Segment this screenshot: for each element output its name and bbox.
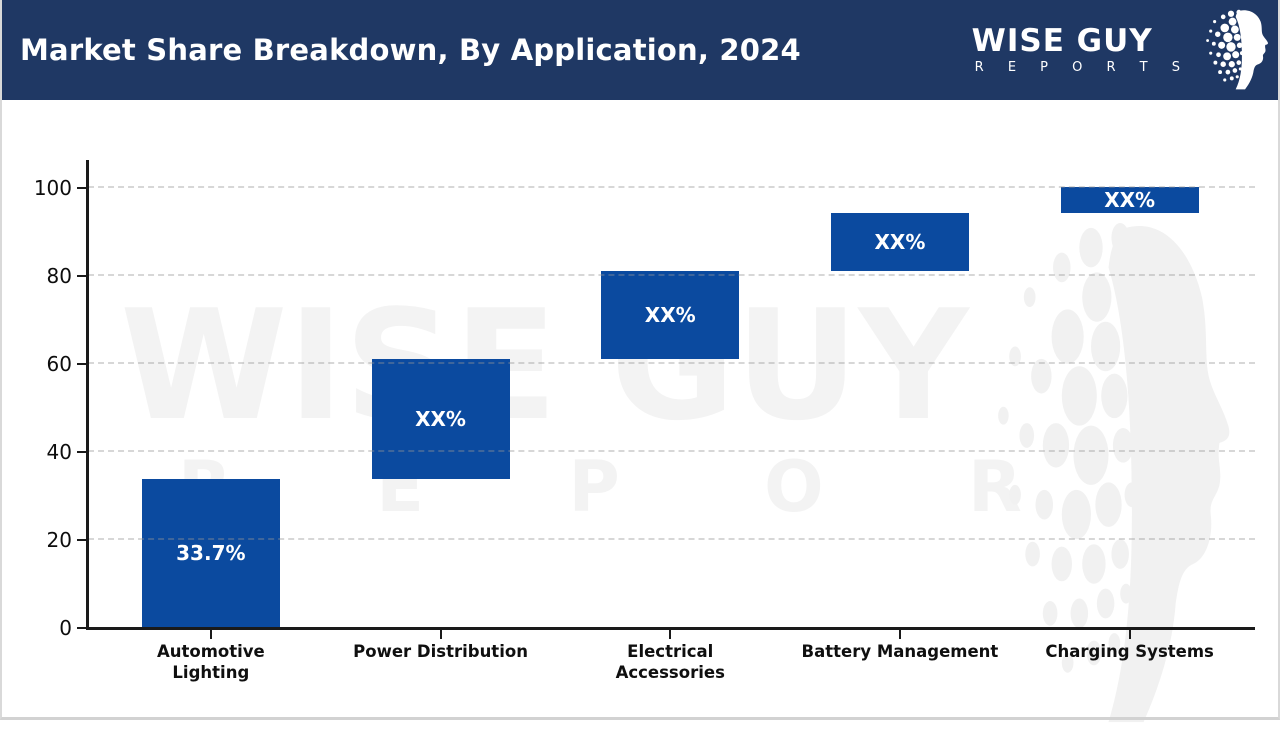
bar-segment: XX%: [371, 358, 510, 479]
y-tick-label: 60: [46, 352, 72, 376]
page-title: Market Share Breakdown, By Application, …: [20, 33, 801, 67]
brand-name: WISE GUY: [971, 22, 1153, 59]
y-tick-mark: [77, 275, 86, 277]
x-tick-mark: [209, 630, 212, 639]
x-tick-mark: [898, 630, 901, 639]
bar-value-label: XX%: [874, 229, 926, 254]
y-axis: [86, 160, 89, 630]
y-tick-mark: [77, 539, 86, 541]
header-bar: Market Share Breakdown, By Application, …: [0, 0, 1280, 100]
y-tick-mark: [77, 363, 86, 365]
gridline: [88, 450, 1255, 452]
gridline: [88, 362, 1255, 364]
brand-tagline: R E P O R T S: [974, 59, 1190, 75]
waterfall-chart: 0 20 40 60 80 100 33.7% Automotive Lighting XX% Po…: [0, 100, 1280, 720]
bar-value-label: XX%: [1104, 188, 1156, 213]
x-category-label: Battery Management: [801, 642, 999, 661]
bar-value-label: XX%: [415, 406, 466, 431]
x-tick-mark: [669, 630, 672, 639]
y-tick-label: 0: [59, 616, 72, 640]
brand-logo: WISE GUY R E P O R T S: [972, 9, 1270, 91]
x-category-label: Power Distribution: [353, 642, 528, 661]
y-tick-label: 100: [33, 176, 72, 200]
x-axis: [86, 627, 1255, 630]
x-category-label: Automotive Lighting: [156, 642, 265, 682]
x-tick-mark: [439, 630, 442, 639]
bar-segment: XX%: [1060, 187, 1199, 214]
bar-segment: XX%: [601, 270, 740, 359]
y-tick-mark: [77, 451, 86, 453]
y-tick-label: 20: [46, 528, 72, 552]
gridline: [88, 538, 1255, 540]
gridline: [88, 274, 1255, 276]
x-tick-mark: [1128, 630, 1131, 639]
y-tick-label: 80: [46, 264, 72, 288]
bar-value-label: 33.7%: [176, 540, 246, 565]
wiseguy-face-icon: [1192, 9, 1270, 91]
bar-value-label: XX%: [644, 302, 696, 327]
bar-segment: XX%: [830, 213, 969, 271]
y-tick-mark: [77, 627, 86, 629]
bar-segment: 33.7%: [141, 478, 280, 627]
x-category-label: Electrical Accessories: [615, 642, 725, 682]
y-tick-mark: [77, 187, 86, 189]
y-tick-label: 40: [46, 440, 72, 464]
x-category-label: Charging Systems: [1045, 642, 1214, 661]
gridline: [88, 186, 1255, 188]
